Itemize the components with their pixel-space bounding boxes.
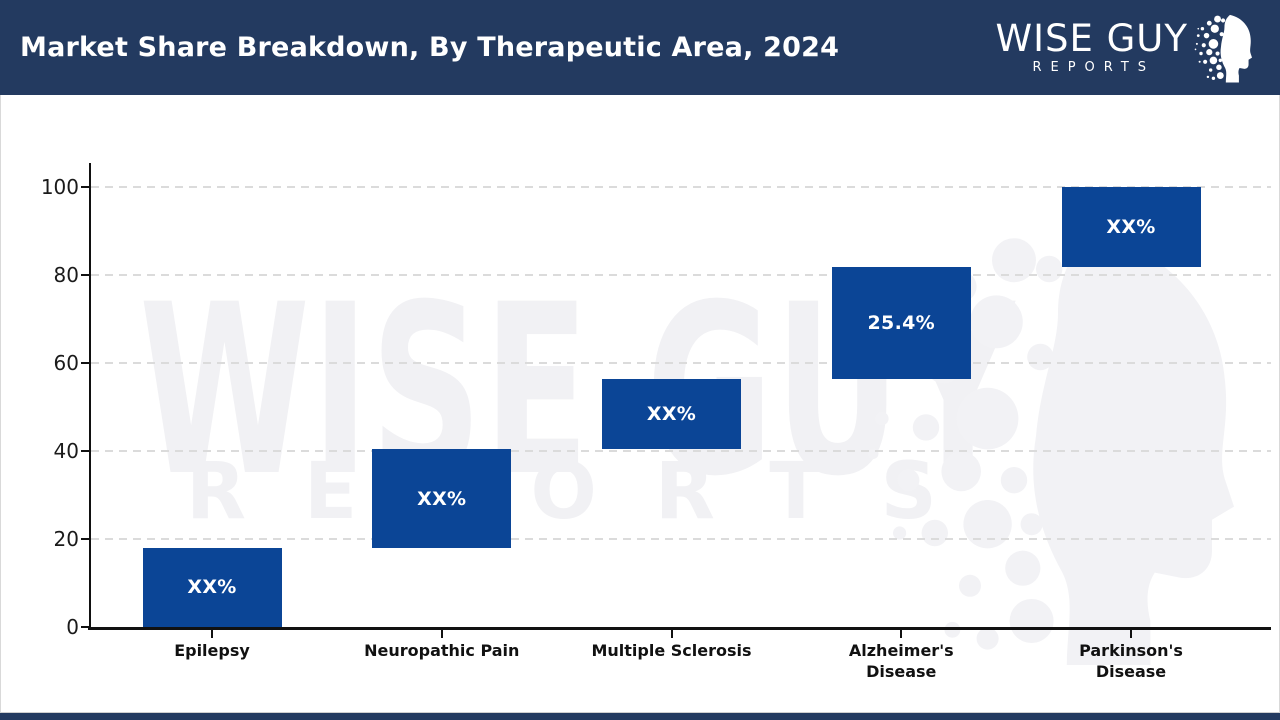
y-axis-tick (81, 274, 90, 276)
x-axis-tick (670, 630, 673, 638)
x-tick-label-line: Epilepsy (174, 641, 250, 660)
x-tick-label-line: Disease (1095, 662, 1167, 681)
bar-value-label: XX% (646, 403, 697, 426)
logo-wordmark: WISE GUY REPORTS (995, 17, 1188, 76)
y-axis-tick-label: 80 (53, 263, 79, 287)
bar-value-label: XX% (187, 576, 237, 599)
footer-bar (0, 713, 1280, 720)
header-bar: Market Share Breakdown, By Therapeutic A… (0, 0, 1280, 95)
x-axis-tick (440, 630, 443, 638)
x-tick-label-line: Parkinson's (1079, 641, 1183, 660)
wise-guy-reports-logo: WISE GUY REPORTS (996, 11, 1252, 85)
plot-area: WISE GUY REPORTS 0 20 40 60 80 100 XX% Epilepsy… (0, 95, 1280, 713)
bar: XX% (602, 378, 741, 450)
y-axis (89, 163, 91, 630)
x-tick-label-line: Alzheimer's (848, 641, 954, 660)
x-axis-tick (1130, 630, 1132, 638)
y-axis-tick-label: 20 (53, 527, 79, 551)
y-axis-tick (81, 450, 90, 452)
y-axis-tick-label: 100 (40, 175, 79, 199)
x-tick-label: Multiple Sclerosis (557, 640, 787, 661)
y-axis-tick (81, 538, 90, 540)
x-tick-label-line: Multiple Sclerosis (591, 641, 752, 660)
bar-value-label: 25.4% (867, 311, 935, 334)
x-tick-label-line: Disease (866, 662, 937, 681)
y-axis-tick (81, 626, 90, 628)
chart-plot: 0 20 40 60 80 100 XX% Epilepsy XX% Neuropathic Pa… (1, 95, 1279, 712)
gridline (91, 450, 1271, 452)
x-axis-tick (211, 630, 213, 638)
gridline (91, 274, 1271, 276)
x-tick-label: Parkinson's Disease (1016, 640, 1246, 682)
bar-value-label: XX% (417, 487, 467, 510)
x-axis-tick (900, 630, 903, 638)
logo-head-icon (1194, 14, 1252, 82)
logo-wordmark-sub: REPORTS (1032, 60, 1156, 75)
bar: XX% (142, 547, 282, 627)
gridline (91, 362, 1271, 364)
y-axis-tick (81, 186, 90, 188)
y-axis-tick-label: 40 (53, 439, 79, 463)
y-axis-tick-label: 60 (53, 351, 79, 375)
y-axis-tick-label: 0 (66, 615, 79, 639)
x-axis (88, 627, 1271, 630)
x-tick-label: Neuropathic Pain (327, 640, 557, 661)
bar-value-label: XX% (1106, 216, 1156, 239)
chart-title: Market Share Breakdown, By Therapeutic A… (20, 32, 840, 63)
bar: XX% (372, 449, 512, 548)
gridline (91, 186, 1271, 188)
x-tick-label: Epilepsy (97, 640, 327, 661)
logo-wordmark-main: WISE GUY (995, 17, 1188, 60)
y-axis-tick (81, 362, 90, 364)
x-tick-label-line: Neuropathic Pain (364, 641, 520, 660)
gridline (91, 538, 1271, 540)
x-tick-label: Alzheimer's Disease (786, 640, 1016, 682)
bar: 25.4% (831, 267, 971, 379)
bar: XX% (1061, 187, 1201, 268)
